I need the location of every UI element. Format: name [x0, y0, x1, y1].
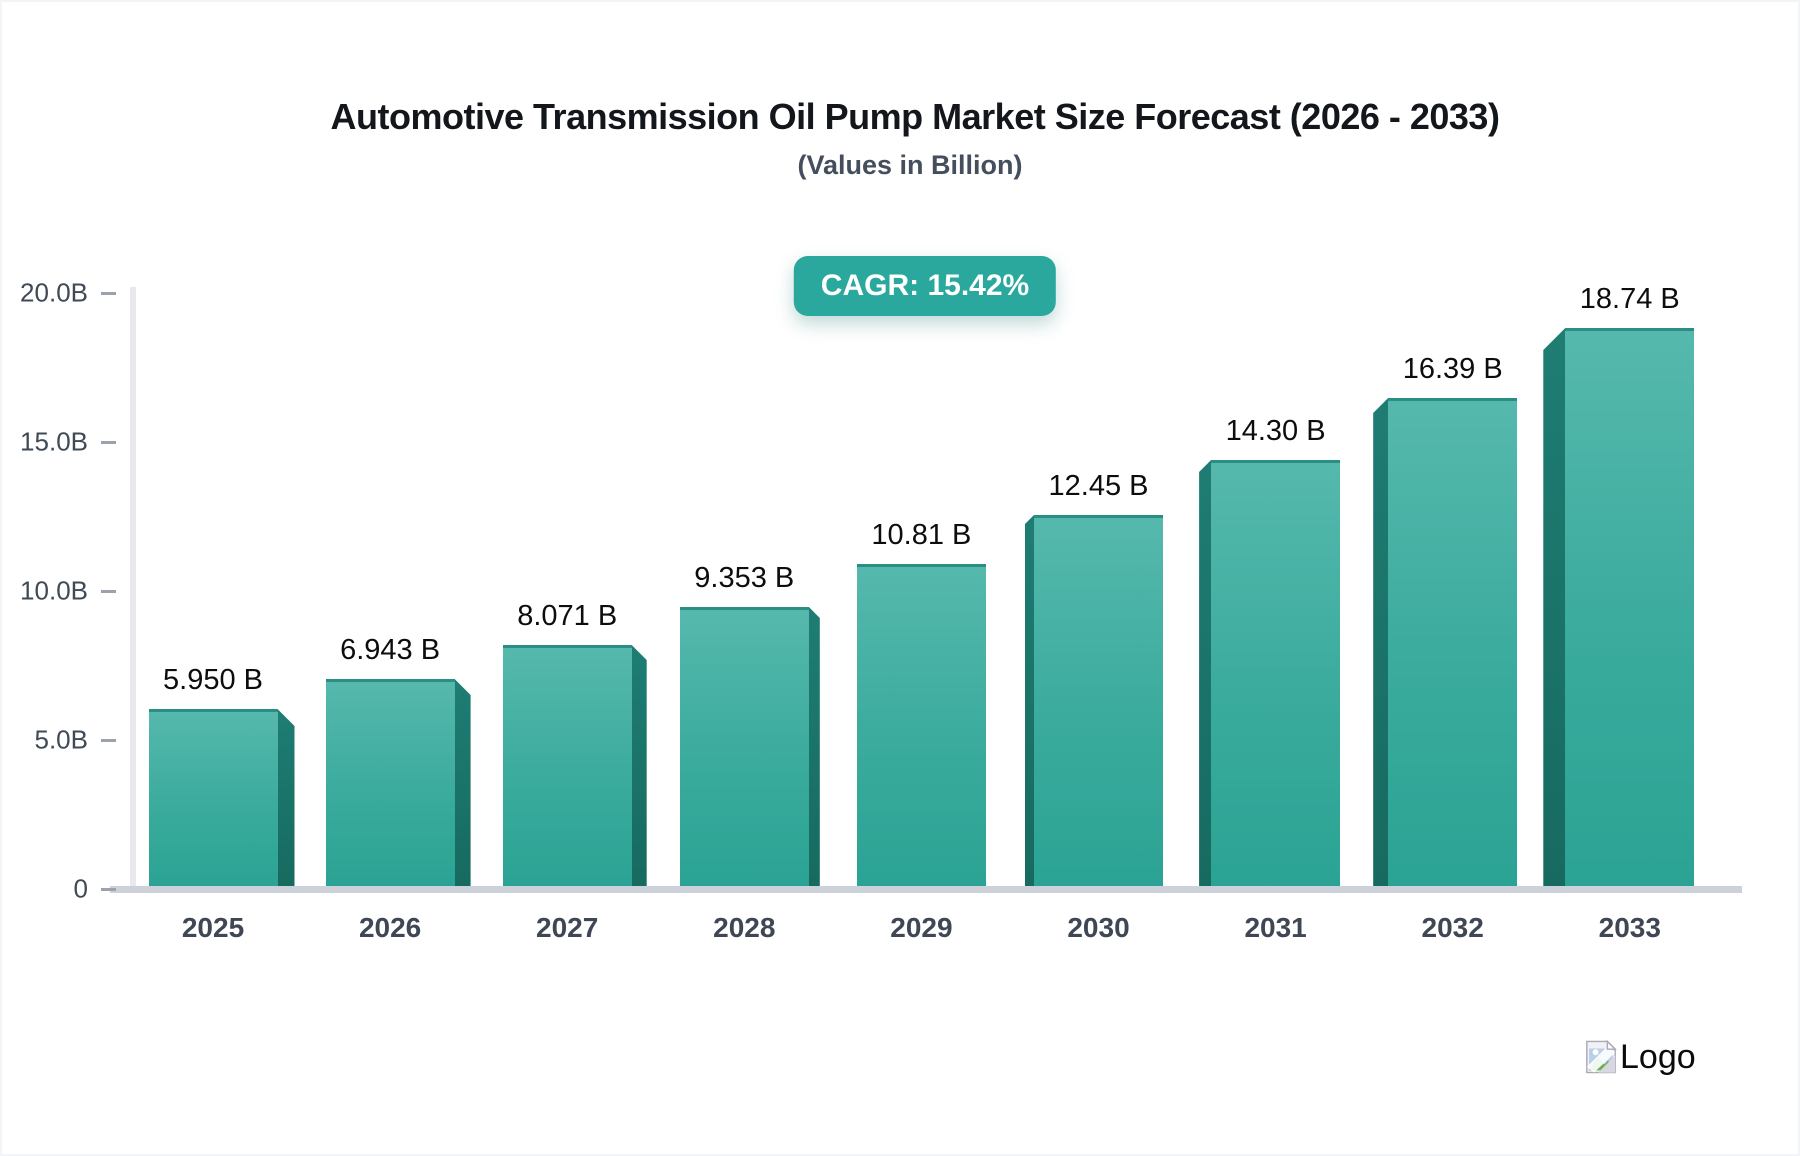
bar-2031 [1199, 460, 1341, 886]
bar-2025 [148, 709, 295, 886]
bar-2032 [1373, 398, 1518, 886]
x-axis-baseline [110, 886, 1742, 893]
bar-3d-side [454, 679, 471, 886]
bar-3d-side [277, 709, 295, 886]
x-axis-tick-label: 2032 [1421, 912, 1484, 943]
x-axis-tick-label: 2029 [890, 912, 953, 943]
chart-title: Automotive Transmission Oil Pump Market … [330, 96, 1500, 137]
y-axis-tick [101, 589, 116, 593]
bar-value-label: 12.45 B [1048, 470, 1149, 502]
bar-3d-side [1199, 460, 1212, 886]
logo-alt-text: Logo [1620, 1038, 1696, 1076]
y-axis-line [130, 287, 136, 891]
y-axis-tick [101, 887, 116, 891]
bar-3d-side [1025, 515, 1034, 886]
bar-face [325, 679, 455, 886]
bar-face [1034, 515, 1163, 886]
x-axis-tick-label: 2033 [1598, 912, 1661, 943]
bar-face [856, 564, 986, 886]
bar-2033 [1543, 328, 1695, 886]
y-axis-tick-label: 15.0B [20, 426, 88, 457]
bar-value-label: 9.353 B [694, 562, 795, 594]
bar-value-label: 8.071 B [517, 600, 618, 632]
y-axis-tick-label: 5.0B [34, 724, 89, 755]
x-axis-tick-label: 2030 [1067, 912, 1130, 943]
x-axis-tick-label: 2026 [358, 912, 422, 943]
bar-2029 [856, 564, 986, 886]
bar-value-label: 14.30 B [1225, 415, 1326, 447]
y-axis-tick-label: 0 [73, 873, 88, 904]
bar-value-label: 18.74 B [1579, 283, 1680, 315]
y-axis-tick [101, 738, 116, 742]
bar-3d-side [631, 645, 647, 886]
broken-image-icon [1586, 1040, 1617, 1074]
y-axis-tick [101, 291, 116, 295]
bar-3d-side [1373, 398, 1389, 886]
bar-2026 [325, 679, 471, 886]
bar-value-label: 5.950 B [163, 664, 263, 696]
x-axis-tick-label: 2025 [181, 912, 245, 943]
bar-face [148, 709, 278, 886]
bar-face [1211, 460, 1341, 886]
y-axis-tick [101, 440, 116, 444]
bar-face [502, 645, 632, 886]
bar-face [679, 607, 809, 886]
bar-2030 [1025, 515, 1163, 886]
bar-2027 [502, 645, 647, 886]
y-axis-tick-label: 10.0B [20, 575, 88, 606]
bar-face [1565, 328, 1695, 886]
bar-value-label: 6.943 B [340, 634, 441, 666]
y-axis-tick-label: 20.0B [20, 277, 88, 308]
bar-face [1388, 398, 1518, 886]
bar-3d-side [808, 607, 820, 886]
x-axis-tick-label: 2031 [1244, 912, 1307, 943]
logo: Logo [1584, 1040, 1696, 1074]
x-axis-tick-label: 2027 [536, 912, 599, 943]
x-axis-tick-label: 2028 [713, 912, 776, 943]
chart-subtitle: (Values in Billion) [797, 150, 1023, 180]
bar-2028 [679, 607, 820, 886]
cagr-badge: CAGR: 15.42% [793, 256, 1057, 316]
bar-value-label: 10.81 B [871, 519, 972, 551]
bar-3d-side [1543, 328, 1566, 886]
bar-value-label: 16.39 B [1402, 353, 1503, 385]
